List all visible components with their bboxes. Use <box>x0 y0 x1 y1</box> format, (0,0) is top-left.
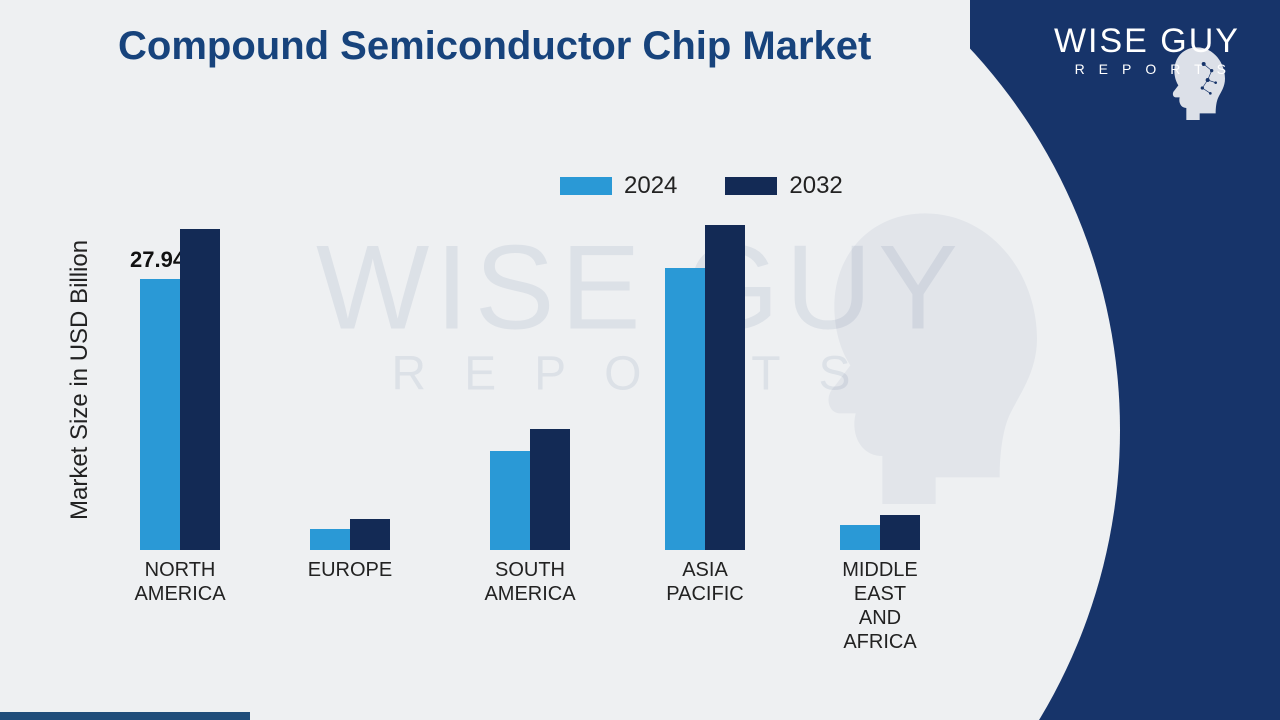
bars-container: 27.94 <box>110 210 950 550</box>
bar <box>490 451 530 550</box>
legend-swatch <box>560 177 612 195</box>
bar <box>880 515 920 550</box>
bar <box>350 519 390 550</box>
bar <box>180 229 220 550</box>
x-axis-label: NORTHAMERICA <box>115 558 245 606</box>
x-axis-label: EUROPE <box>285 558 415 582</box>
bar-group <box>665 210 745 550</box>
bar-group <box>840 210 920 550</box>
chart-title: Compound Semiconductor Chip Market <box>118 24 871 69</box>
legend-label: 2024 <box>624 172 677 200</box>
bar-group <box>490 210 570 550</box>
legend: 2024 2032 <box>560 172 843 200</box>
x-axis-label: ASIAPACIFIC <box>640 558 770 606</box>
x-axis-label: SOUTHAMERICA <box>465 558 595 606</box>
bar-group <box>140 210 220 550</box>
bottom-accent-bar <box>0 712 250 720</box>
bar <box>840 525 880 550</box>
brand-logo: WISE GUY REPORTS <box>1054 24 1240 76</box>
bar-chart: 27.94 NORTHAMERICAEUROPESOUTHAMERICAASIA… <box>110 210 950 550</box>
legend-label: 2032 <box>789 172 842 200</box>
x-axis-label: MIDDLEEASTANDAFRICA <box>815 558 945 654</box>
logo-head-icon <box>1162 44 1232 124</box>
bar-group <box>310 210 390 550</box>
chart-canvas: WISE GUY REPORTS Compound Semiconductor … <box>0 0 1280 720</box>
legend-swatch <box>725 177 777 195</box>
legend-item: 2032 <box>725 172 842 200</box>
bar <box>530 429 570 550</box>
bar <box>140 279 180 550</box>
y-axis-label: Market Size in USD Billion <box>66 240 94 520</box>
bar <box>310 529 350 550</box>
legend-item: 2024 <box>560 172 677 200</box>
bar <box>705 225 745 550</box>
bar <box>665 268 705 550</box>
